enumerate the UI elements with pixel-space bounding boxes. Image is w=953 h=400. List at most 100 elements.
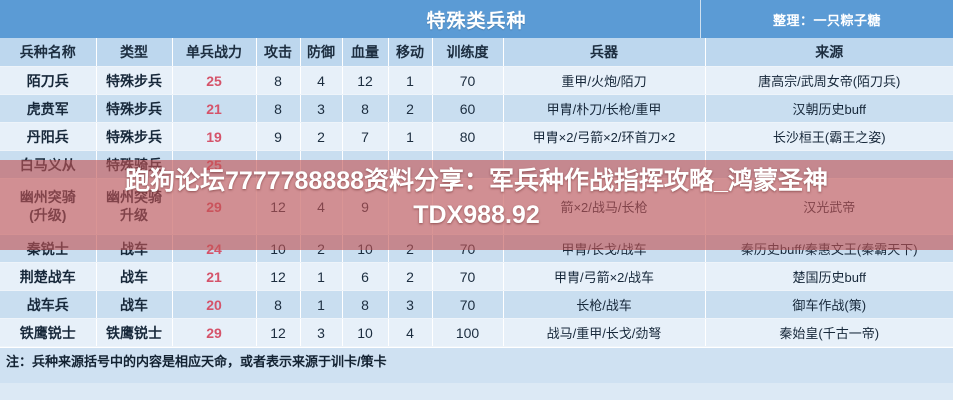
cell-power: 19 [172,122,257,151]
cell-hp: 7 [342,122,389,151]
cell-power: 25 [172,150,257,179]
column-header-hp[interactable]: 血量 [342,38,389,67]
cell-source: 秦历史buff/秦惠文王(秦霸天下) [705,234,953,263]
cell-attack: 10 [256,234,301,263]
cell-source: 汉光武帝 [705,178,953,235]
cell-source [705,150,953,179]
cell-type-main: 幽州突骑 [106,189,162,205]
cell-training [432,178,504,235]
column-header-source[interactable]: 来源 [705,38,953,67]
cell-type: 特殊步兵 [96,122,173,151]
table-row[interactable]: 白马义从 特殊骑兵 25 [0,150,953,179]
cell-name: 虎贲军 [0,94,97,123]
cell-move: 2 [388,94,433,123]
cell-name: 铁鹰锐士 [0,318,97,347]
cell-training [432,150,504,179]
table-row[interactable]: 丹阳兵 特殊步兵 19 9 2 7 1 80 甲胄×2/弓箭×2/环首刀×2 长… [0,122,953,151]
column-header-defense[interactable]: 防御 [300,38,343,67]
cell-move: 2 [388,262,433,291]
cell-name: 丹阳兵 [0,122,97,151]
page-title: 特殊类兵种 [426,10,527,32]
cell-power: 24 [172,234,257,263]
cell-type: 幽州突骑 升级 [96,178,173,235]
column-header-training[interactable]: 训练度 [432,38,504,67]
cell-power: 29 [172,318,257,347]
cell-defense [300,150,343,179]
cell-hp: 12 [342,66,389,95]
cell-source: 长沙桓王(霸王之姿) [705,122,953,151]
table-row[interactable]: 陌刀兵 特殊步兵 25 8 4 12 1 70 重甲/火炮/陌刀 唐高宗/武周女… [0,66,953,95]
cell-name: 陌刀兵 [0,66,97,95]
table-header-row: 兵种名称 类型 单兵战力 攻击 防御 血量 移动 训练度 兵器 来源 [0,38,953,67]
cell-name-sub: (升级) [29,206,67,223]
cell-move [388,178,433,235]
cell-weapon: 甲胄×2/弓箭×2/环首刀×2 [503,122,706,151]
cell-source: 御车作战(策) [705,290,953,319]
cell-name: 战车兵 [0,290,97,319]
cell-hp: 9 [342,178,389,235]
cell-move: 1 [388,122,433,151]
cell-defense: 1 [300,290,343,319]
cell-hp: 10 [342,234,389,263]
cell-move: 1 [388,66,433,95]
cell-source: 汉朝历史buff [705,94,953,123]
table-row[interactable]: 铁鹰锐士 铁鹰锐士 29 12 3 10 4 100 战马/重甲/长戈/劲弩 秦… [0,318,953,347]
column-header-name[interactable]: 兵种名称 [0,38,97,67]
column-header-type[interactable]: 类型 [96,38,173,67]
table-body: 陌刀兵 特殊步兵 25 8 4 12 1 70 重甲/火炮/陌刀 唐高宗/武周女… [0,66,953,347]
cell-source: 楚国历史buff [705,262,953,291]
cell-attack: 9 [256,122,301,151]
table-row[interactable]: 战车兵 战车 20 8 1 8 3 70 长枪/战车 御车作战(策) [0,290,953,319]
cell-training: 70 [432,66,504,95]
column-header-attack[interactable]: 攻击 [256,38,301,67]
cell-weapon: 战马/重甲/长戈/劲弩 [503,318,706,347]
cell-type-sub: 升级 [120,206,148,223]
cell-power: 29 [172,178,257,235]
cell-hp: 6 [342,262,389,291]
cell-name-main: 幽州突骑 [19,189,76,205]
column-header-weapon[interactable]: 兵器 [503,38,706,67]
cell-name: 幽州突骑 (升级) [0,178,97,235]
cell-power: 21 [172,94,257,123]
cell-defense: 4 [300,178,343,235]
cell-move: 4 [388,318,433,347]
unit-table: 兵种名称 类型 单兵战力 攻击 防御 血量 移动 训练度 兵器 来源 陌刀兵 特… [0,38,953,347]
cell-weapon: 甲胄/弓箭×2/战车 [503,262,706,291]
cell-type: 特殊步兵 [96,94,173,123]
cell-training: 100 [432,318,504,347]
table-row[interactable]: 荆楚战车 战车 21 12 1 6 2 70 甲胄/弓箭×2/战车 楚国历史bu… [0,262,953,291]
cell-type: 战车 [96,262,173,291]
column-header-power[interactable]: 单兵战力 [172,38,257,67]
cell-defense: 4 [300,66,343,95]
table-row[interactable]: 幽州突骑 (升级) 幽州突骑 升级 29 12 4 9 箭×2/战马/长枪 汉光… [0,178,953,235]
cell-hp: 8 [342,94,389,123]
cell-defense: 3 [300,94,343,123]
cell-source: 唐高宗/武周女帝(陌刀兵) [705,66,953,95]
cell-source: 秦始皇(千古一帝) [705,318,953,347]
title-bar: 特殊类兵种 整理：一只粽子糖 [0,0,953,38]
cell-training: 70 [432,262,504,291]
footnote-text: 注：兵种来源括号中的内容是相应天命，或者表示来源于训卡/策卡 [6,354,387,369]
cell-attack: 8 [256,66,301,95]
column-header-move[interactable]: 移动 [388,38,433,67]
cell-name: 荆楚战车 [0,262,97,291]
cell-training: 80 [432,122,504,151]
cell-type: 特殊步兵 [96,66,173,95]
table-row[interactable]: 秦锐士 战车 24 10 2 10 2 70 甲胄/长戈/战车 秦历史buff/… [0,234,953,263]
cell-defense: 1 [300,262,343,291]
cell-attack: 12 [256,262,301,291]
credit-box: 整理：一只粽子糖 [700,0,953,38]
cell-weapon: 重甲/火炮/陌刀 [503,66,706,95]
cell-power: 21 [172,262,257,291]
cell-attack: 12 [256,318,301,347]
cell-weapon: 甲胄/朴刀/长枪/重甲 [503,94,706,123]
table-row[interactable]: 虎贲军 特殊步兵 21 8 3 8 2 60 甲胄/朴刀/长枪/重甲 汉朝历史b… [0,94,953,123]
cell-name: 秦锐士 [0,234,97,263]
cell-power: 20 [172,290,257,319]
cell-training: 70 [432,290,504,319]
cell-type: 特殊骑兵 [96,150,173,179]
cell-move: 2 [388,234,433,263]
bottom-filler [0,373,953,383]
cell-training: 70 [432,234,504,263]
